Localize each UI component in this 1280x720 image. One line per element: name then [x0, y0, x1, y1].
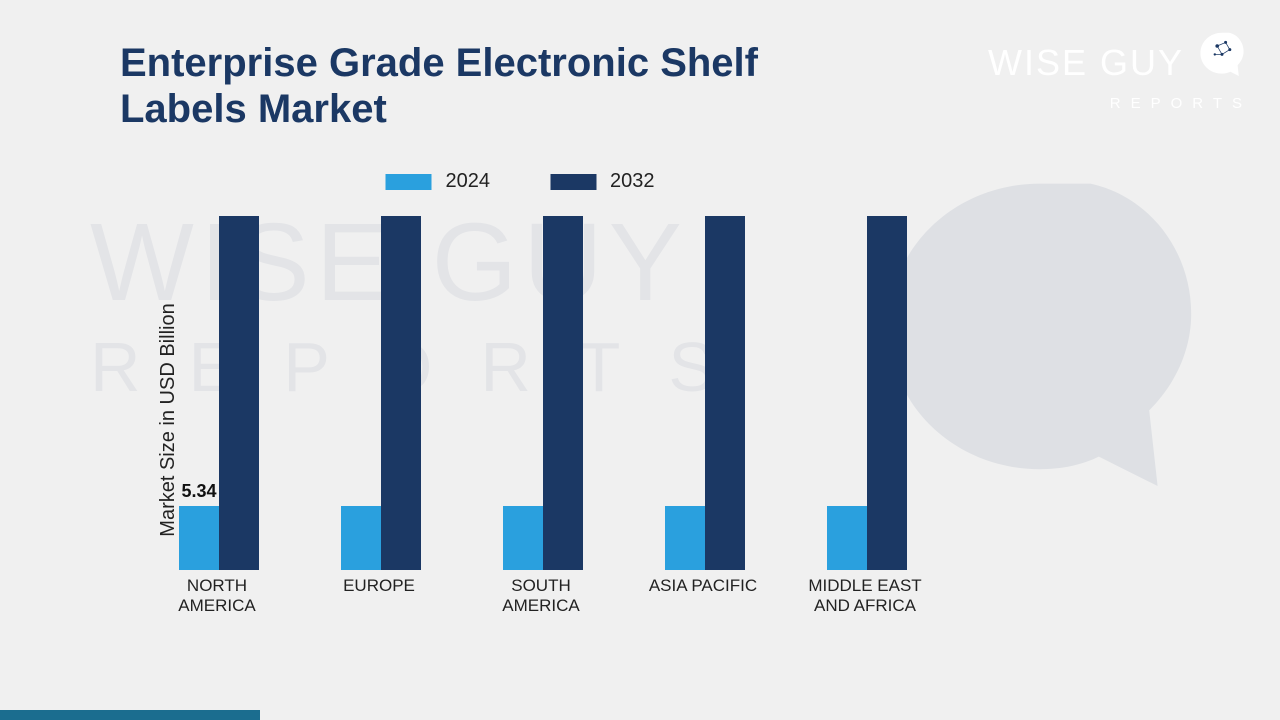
chart-area: Market Size in USD Billion 2024 2032 5.3…: [90, 180, 950, 660]
chart-title: Enterprise Grade Electronic Shelf Labels…: [120, 40, 840, 132]
legend-label-2032: 2032: [610, 170, 655, 193]
bar-value-label: 5.34: [181, 481, 216, 502]
bar-2024: [341, 506, 381, 570]
category-label: NORTH AMERICA: [152, 576, 282, 615]
bar-group: EUROPE: [335, 210, 423, 570]
bar-2032: [381, 216, 421, 570]
bar-2024: [503, 506, 543, 570]
bar-group: ASIA PACIFIC: [659, 210, 747, 570]
bar-2032: [543, 216, 583, 570]
plot-region: 5.34NORTH AMERICA EUROPE SOUTH AMERICA ASIA…: [136, 210, 946, 570]
legend-swatch-2032: [550, 174, 596, 190]
category-label: SOUTH AMERICA: [476, 576, 606, 615]
bottom-stripe: [0, 710, 260, 720]
brand-head-icon: [1192, 28, 1252, 97]
bar-2024: [827, 506, 867, 570]
canvas: WISE GUY REPORTS Enterprise Grade Electr…: [0, 0, 1280, 720]
category-label: MIDDLE EAST AND AFRICA: [800, 576, 930, 615]
bar-2032: [705, 216, 745, 570]
legend-label-2024: 2024: [446, 170, 491, 193]
bar-group: 5.34NORTH AMERICA: [173, 210, 261, 570]
bar-2032: [867, 216, 907, 570]
brand-sub: REPORTS: [988, 95, 1252, 112]
legend-swatch-2024: [386, 174, 432, 190]
legend-item-2024: 2024: [386, 170, 491, 193]
brand-name: WISE GUY: [988, 42, 1184, 84]
category-label: EUROPE: [314, 576, 444, 596]
brand-logo: WISE GUY REPORTS: [988, 28, 1252, 112]
bar-2024: [179, 506, 219, 570]
category-label: ASIA PACIFIC: [638, 576, 768, 596]
bar-group: MIDDLE EAST AND AFRICA: [821, 210, 909, 570]
legend-item-2032: 2032: [550, 170, 655, 193]
bar-2024: [665, 506, 705, 570]
bar-group: SOUTH AMERICA: [497, 210, 585, 570]
bar-2032: [219, 216, 259, 570]
legend: 2024 2032: [386, 170, 655, 193]
